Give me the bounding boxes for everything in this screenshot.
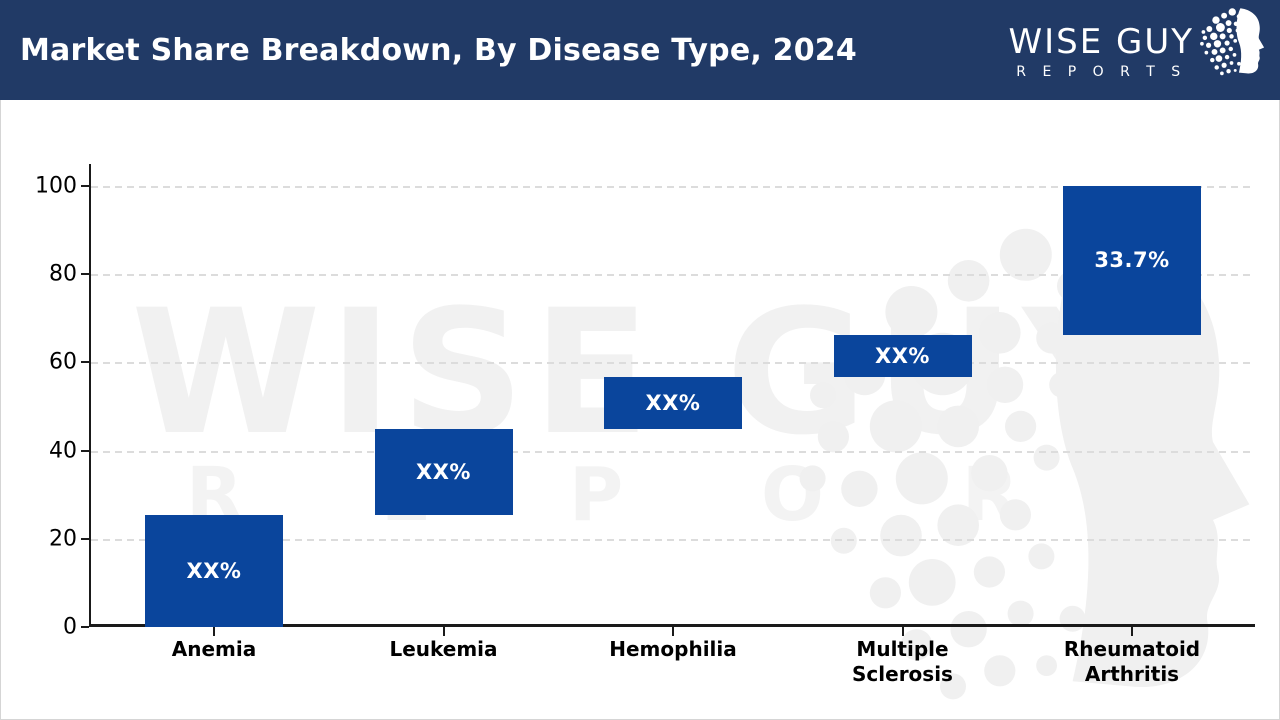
bar-value-label: XX% bbox=[416, 460, 471, 484]
y-tick-label: 80 bbox=[49, 261, 77, 287]
wiseguy-logo: WISE GUY R E P O R T S bbox=[1008, 5, 1270, 87]
bar-value-label: 33.7% bbox=[1094, 248, 1170, 273]
logo-face-icon bbox=[1200, 8, 1265, 76]
chart-area: WISE GUY R E P O R T S 020406080100XX%An… bbox=[0, 100, 1280, 720]
y-tick-label: 60 bbox=[49, 349, 77, 375]
x-tick-label: Anemia bbox=[171, 637, 257, 661]
y-axis-tick bbox=[81, 626, 89, 628]
x-axis-tick bbox=[901, 627, 904, 636]
x-tick-label: Leukemia bbox=[389, 637, 498, 661]
gridline bbox=[91, 538, 1255, 541]
y-axis-tick bbox=[81, 361, 89, 364]
logo-subtitle: R E P O R T S bbox=[1016, 64, 1187, 80]
y-tick-label: 100 bbox=[35, 173, 77, 199]
logo-wordmark: WISE GUY bbox=[1008, 22, 1194, 62]
y-axis-tick bbox=[81, 273, 89, 276]
y-axis-tick bbox=[81, 185, 89, 188]
gridline bbox=[91, 450, 1255, 453]
y-tick-label: 40 bbox=[49, 438, 77, 464]
y-axis-tick bbox=[81, 537, 89, 540]
x-tick-label: Rheumatoid Arthritis bbox=[1063, 637, 1201, 686]
x-tick-label: Multiple Sclerosis bbox=[852, 637, 953, 686]
header-bar: Market Share Breakdown, By Disease Type,… bbox=[0, 0, 1280, 100]
bar-value-label: XX% bbox=[186, 558, 242, 583]
plot: 0 20 40 60 80 100 XX% Anemia XX% Leukemia XX% Hemop… bbox=[35, 164, 1255, 686]
bar-value-label: XX% bbox=[875, 344, 930, 369]
bar: XX% bbox=[145, 514, 283, 627]
gridline bbox=[91, 186, 1255, 189]
x-axis-tick bbox=[213, 627, 215, 636]
bar: XX% bbox=[833, 334, 972, 378]
gridline bbox=[91, 274, 1255, 277]
x-axis-tick bbox=[672, 627, 674, 636]
x-axis-tick bbox=[442, 627, 445, 636]
bar: XX% bbox=[604, 377, 742, 430]
y-tick-label: 20 bbox=[49, 526, 77, 552]
logo-text: WISE GUY R E P O R T S bbox=[1008, 22, 1194, 80]
gridline bbox=[91, 362, 1255, 365]
y-tick-label: 0 bbox=[63, 614, 77, 640]
bar: XX% bbox=[374, 429, 513, 515]
y-axis-tick bbox=[81, 449, 89, 452]
bar: 33.7% bbox=[1063, 186, 1201, 335]
x-tick-label: Hemophilia bbox=[609, 637, 737, 661]
x-axis-tick bbox=[1131, 627, 1133, 636]
bar-value-label: XX% bbox=[645, 391, 701, 416]
page-title: Market Share Breakdown, By Disease Type,… bbox=[20, 32, 857, 68]
